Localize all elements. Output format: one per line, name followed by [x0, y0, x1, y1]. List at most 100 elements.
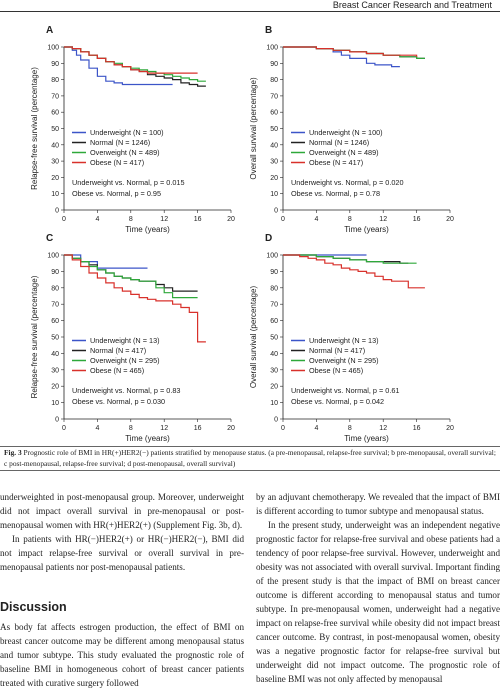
y-tick-label: 10 [51, 400, 59, 407]
p-value-label: Obese vs. Normal, p = 0.030 [72, 397, 165, 406]
y-tick-label: 60 [51, 318, 59, 325]
x-tick-label: 8 [129, 216, 133, 223]
paragraph: by an adjuvant chemotherapy. We revealed… [256, 492, 500, 516]
y-tick-label: 100 [266, 45, 278, 52]
right-column: by an adjuvant chemotherapy. We revealed… [256, 490, 500, 686]
legend-label: Normal (N = 1246) [90, 138, 150, 147]
y-tick-label: 0 [274, 208, 278, 215]
y-axis-label: Relapse-free survival (percentage) [30, 275, 39, 398]
legend-label: Obese (N = 465) [309, 366, 363, 375]
p-value-label: Underweight vs. Normal, p = 0.61 [291, 386, 400, 395]
legend-label: Underweight (N = 100) [309, 128, 383, 137]
y-tick-label: 90 [270, 269, 278, 276]
x-tick-label: 0 [62, 216, 66, 223]
y-tick-label: 100 [47, 253, 59, 260]
y-tick-label: 90 [270, 61, 278, 68]
legend-label: Overweight (N = 295) [309, 356, 379, 365]
x-tick-label: 16 [194, 425, 202, 432]
paragraph: In patients with HR(−)HER2(+) or HR(−)HE… [0, 534, 244, 572]
legend-label: Normal (N = 1246) [309, 138, 369, 147]
journal-running-header: Breast Cancer Research and Treatment [332, 0, 492, 10]
x-tick-label: 12 [379, 425, 387, 432]
y-tick-label: 20 [270, 175, 278, 182]
y-tick-label: 70 [270, 93, 278, 100]
left-column: underweighted in post-menopausal group. … [0, 490, 244, 574]
y-tick-label: 50 [270, 335, 278, 342]
figure-3: A 0 10 20 30 40 50 60 70 80 90 100 0 4 8 12 16 20 Time (ye… [0, 14, 500, 446]
y-tick-label: 80 [51, 285, 59, 292]
panel-letter: B [265, 25, 272, 36]
y-tick-label: 90 [51, 269, 59, 276]
panel-letter: D [265, 233, 272, 244]
km-curve [64, 46, 206, 87]
y-tick-label: 70 [51, 302, 59, 309]
y-tick-label: 20 [270, 384, 278, 391]
p-value-label: Obese vs. Normal, p = 0.042 [291, 397, 384, 406]
legend-label: Overweight (N = 295) [90, 356, 160, 365]
x-axis-label: Time (years) [125, 225, 170, 234]
x-tick-label: 20 [227, 425, 235, 432]
p-value-label: Obese vs. Normal, p = 0.95 [72, 189, 161, 198]
x-tick-label: 8 [348, 216, 352, 223]
y-axis-label: Relapse-free survival (percentage) [30, 67, 39, 190]
p-value-label: Underweight vs. Normal, p = 0.015 [72, 178, 185, 187]
y-tick-label: 30 [51, 367, 59, 374]
y-tick-label: 40 [51, 351, 59, 358]
x-tick-label: 4 [95, 216, 99, 223]
y-tick-label: 100 [266, 253, 278, 260]
y-tick-label: 10 [270, 400, 278, 407]
y-tick-label: 60 [270, 110, 278, 117]
x-tick-label: 16 [194, 216, 202, 223]
legend-label: Overweight (N = 489) [90, 148, 160, 157]
caption-rule-top [0, 446, 500, 447]
x-tick-label: 16 [413, 216, 421, 223]
x-tick-label: 0 [281, 425, 285, 432]
x-tick-label: 4 [314, 425, 318, 432]
km-curve [64, 46, 198, 74]
x-tick-label: 20 [227, 216, 235, 223]
x-tick-label: 12 [160, 425, 168, 432]
km-curve [64, 254, 198, 299]
y-tick-label: 80 [270, 77, 278, 84]
legend-label: Normal (N = 417) [90, 346, 146, 355]
y-tick-label: 50 [270, 126, 278, 133]
x-tick-label: 4 [314, 216, 318, 223]
y-tick-label: 40 [51, 142, 59, 149]
x-tick-label: 0 [62, 425, 66, 432]
y-tick-label: 20 [51, 175, 59, 182]
km-curve [64, 254, 148, 269]
x-tick-label: 8 [129, 425, 133, 432]
y-tick-label: 10 [270, 191, 278, 198]
p-value-label: Underweight vs. Normal, p = 0.020 [291, 178, 404, 187]
y-tick-label: 50 [51, 126, 59, 133]
header-rule [0, 11, 500, 12]
legend-label: Obese (N = 417) [309, 158, 363, 167]
y-tick-label: 100 [47, 45, 59, 52]
km-curve [283, 254, 417, 264]
p-value-label: Underweight vs. Normal, p = 0.83 [72, 386, 181, 395]
x-axis-label: Time (years) [344, 434, 389, 443]
y-tick-label: 60 [270, 318, 278, 325]
paragraph: In the present study, underweight was an… [256, 520, 500, 684]
y-tick-label: 0 [55, 417, 59, 424]
x-tick-label: 8 [348, 425, 352, 432]
km-curve [64, 46, 173, 86]
paragraph: As body fat affects estrogen production,… [0, 622, 244, 688]
y-tick-label: 30 [270, 159, 278, 166]
panel-letter: A [46, 25, 53, 36]
y-tick-label: 40 [270, 142, 278, 149]
y-tick-label: 10 [51, 191, 59, 198]
y-tick-label: 60 [51, 110, 59, 117]
y-tick-label: 20 [51, 384, 59, 391]
legend-label: Underweight (N = 13) [90, 336, 160, 345]
caption-label: Fig. 3 [4, 448, 22, 457]
y-tick-label: 50 [51, 335, 59, 342]
km-curve [283, 254, 425, 289]
y-tick-label: 80 [51, 77, 59, 84]
y-tick-label: 40 [270, 351, 278, 358]
km-curve [64, 254, 198, 292]
y-axis-label: Overall survival (percentage) [249, 77, 258, 180]
section-heading-discussion: Discussion [0, 600, 67, 614]
y-tick-label: 30 [51, 159, 59, 166]
